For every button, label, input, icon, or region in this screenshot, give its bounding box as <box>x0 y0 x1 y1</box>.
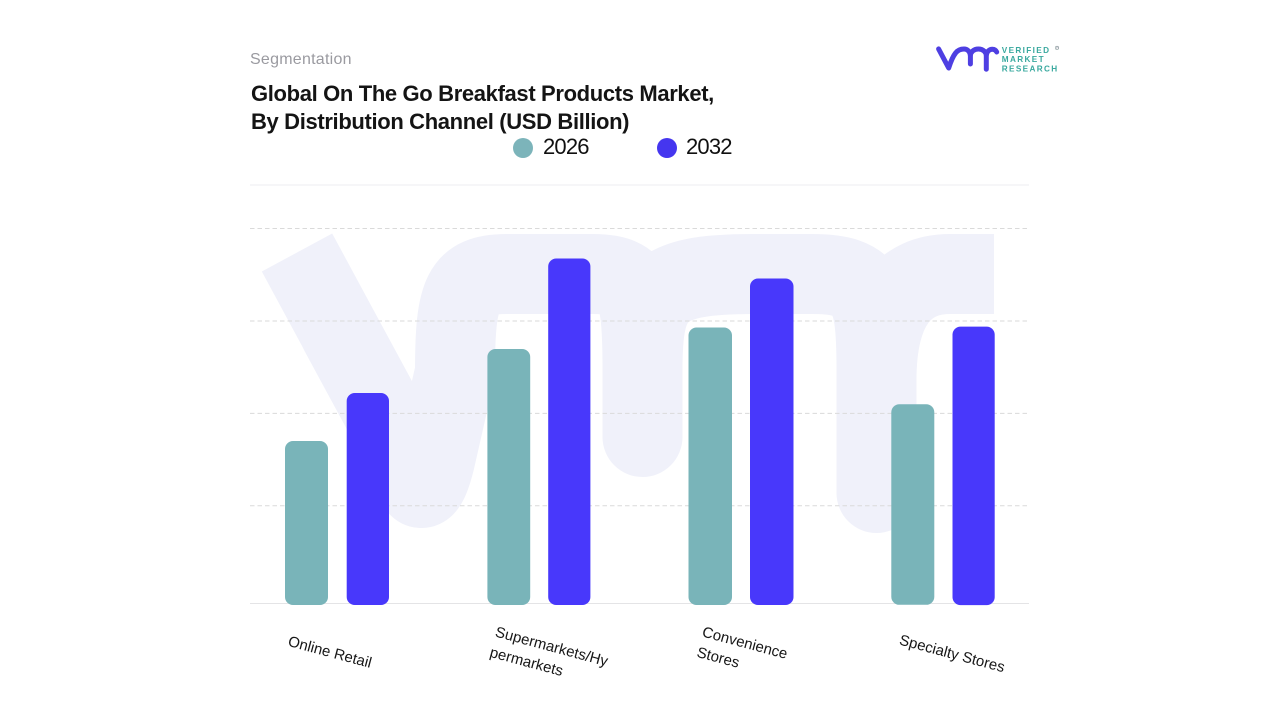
svg-text:R: R <box>1056 46 1059 50</box>
svg-text:Online Retail: Online Retail <box>286 633 373 672</box>
svg-text:Specialty Stores: Specialty Stores <box>897 632 1006 676</box>
svg-text:RESEARCH: RESEARCH <box>1002 64 1059 73</box>
svg-text:MARKET: MARKET <box>1002 55 1045 64</box>
svg-text:VERIFIED: VERIFIED <box>1002 46 1051 55</box>
